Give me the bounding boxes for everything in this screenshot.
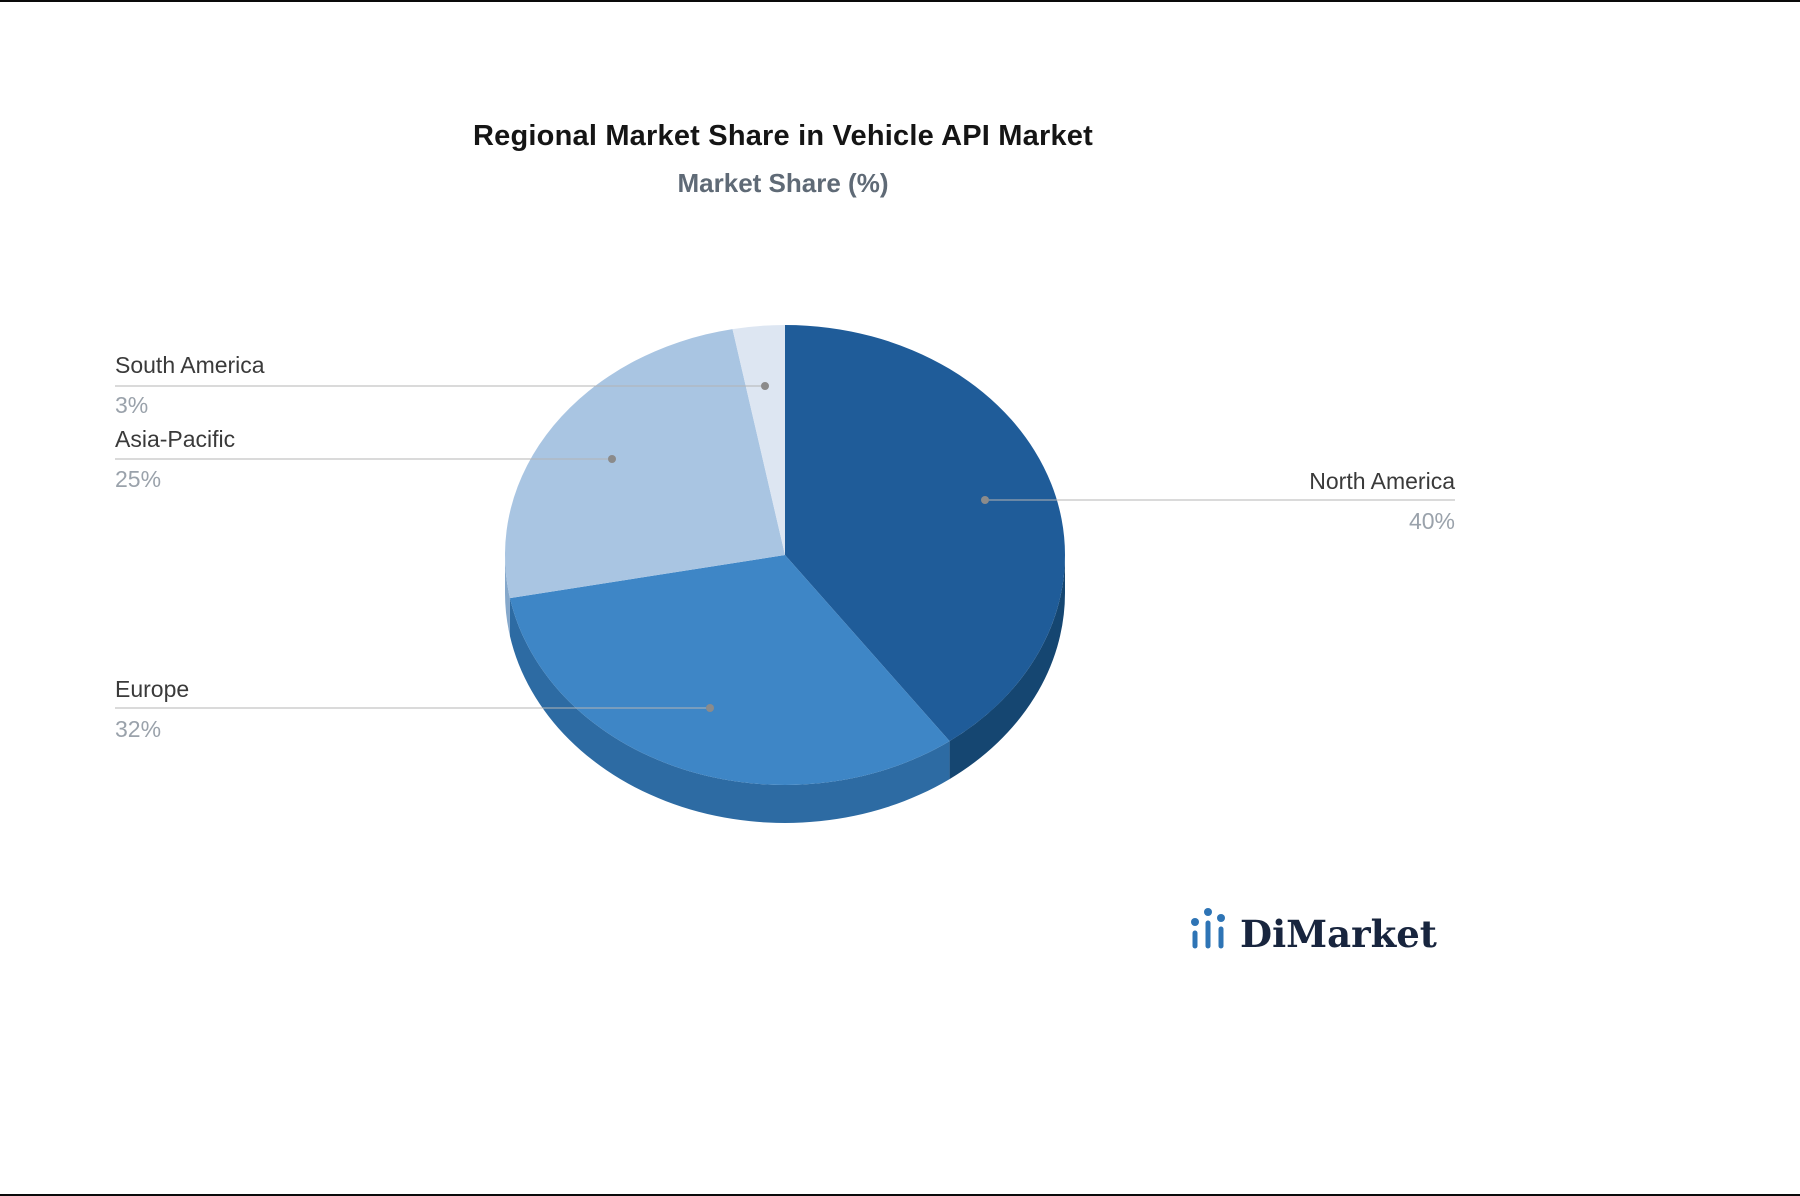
pie-slice-south-america bbox=[732, 325, 785, 555]
label-block-europe: Europe 32% bbox=[115, 676, 189, 742]
chart-title: Regional Market Share in Vehicle API Mar… bbox=[473, 120, 1093, 152]
pie-side-europe bbox=[509, 598, 950, 824]
dimarket-logo-text: DiMarket bbox=[1240, 912, 1437, 956]
chart-subtitle: Market Share (%) bbox=[677, 168, 889, 198]
pie-side-asia-pacific bbox=[505, 555, 510, 637]
label-block-south-america: South America 3% bbox=[115, 352, 265, 418]
frame-border-bottom bbox=[0, 1194, 1800, 1196]
leader-dot-europe bbox=[706, 704, 714, 712]
pie-side-north-america bbox=[949, 555, 1065, 780]
pie-3d-sides bbox=[505, 555, 1065, 824]
slice-value-south-america: 3% bbox=[115, 392, 149, 418]
leader-dot-south-america bbox=[761, 382, 769, 390]
leader-dot-asia-pacific bbox=[608, 455, 616, 463]
label-block-asia-pacific: Asia-Pacific 25% bbox=[115, 426, 235, 492]
pie-slices bbox=[504, 325, 1065, 785]
slice-label-europe: Europe bbox=[115, 676, 190, 702]
bar-chart-icon bbox=[1191, 908, 1225, 949]
frame-border-top bbox=[0, 0, 1800, 2]
label-block-north-america: North America 40% bbox=[1309, 468, 1455, 534]
pie-slice-north-america bbox=[785, 325, 1065, 742]
leader-dot-north-america bbox=[981, 496, 989, 504]
slice-label-asia-pacific: Asia-Pacific bbox=[115, 426, 236, 452]
slice-value-europe: 32% bbox=[115, 716, 162, 742]
slice-value-north-america: 40% bbox=[1408, 508, 1455, 534]
leader-lines bbox=[115, 382, 1455, 712]
dimarket-logo: DiMarket bbox=[1188, 908, 1437, 956]
slice-label-north-america: North America bbox=[1309, 468, 1455, 494]
pie-slice-asia-pacific bbox=[504, 329, 785, 599]
slice-label-south-america: South America bbox=[115, 352, 265, 378]
slice-value-asia-pacific: 25% bbox=[115, 466, 162, 492]
pie-slice-europe bbox=[509, 555, 950, 785]
